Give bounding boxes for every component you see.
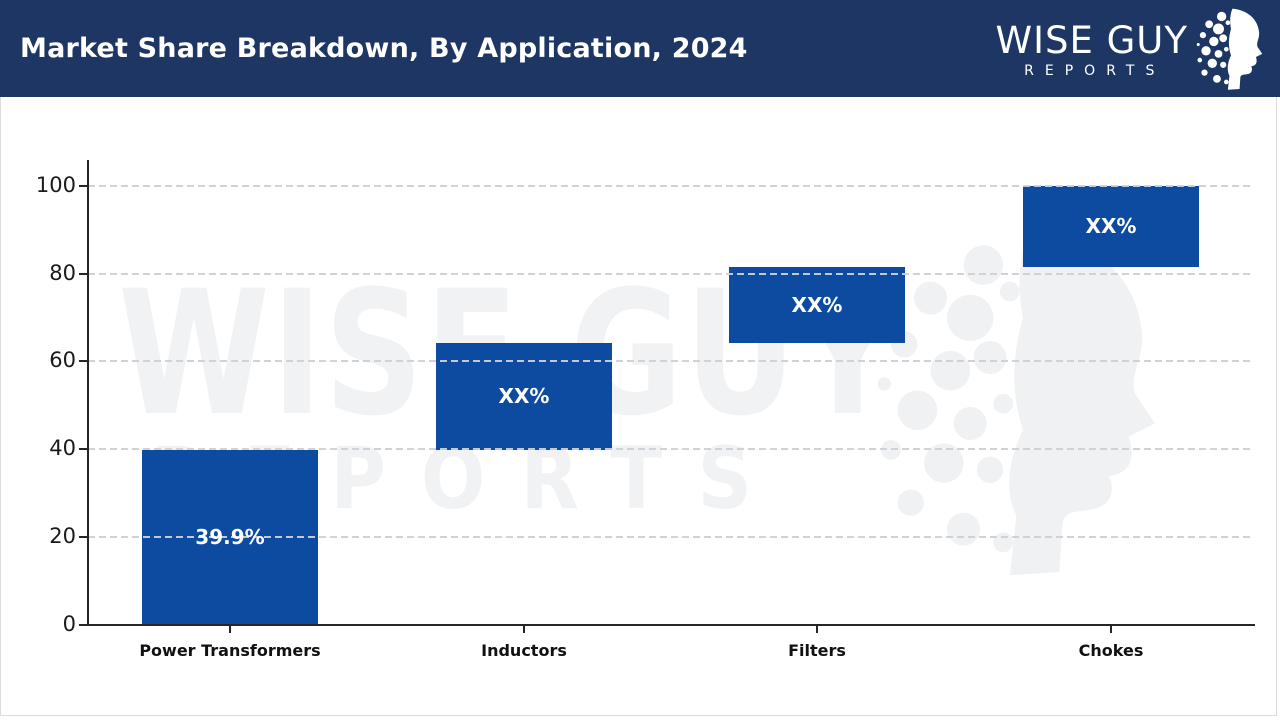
y-tick-mark <box>79 448 87 450</box>
y-tick-mark <box>79 536 87 538</box>
gridline-100 <box>88 185 1254 187</box>
y-tick-label: 0 <box>62 612 76 636</box>
y-tick-label: 40 <box>49 436 76 460</box>
brand-logo-text: WISE GUY REPORTS <box>995 19 1188 80</box>
x-tick-mark <box>1110 626 1112 633</box>
y-tick-label: 20 <box>49 524 76 548</box>
y-tick-label: 60 <box>49 348 76 372</box>
x-category-label-inductors: Inductors <box>481 641 567 660</box>
bar-chokes <box>1023 186 1199 267</box>
brand-subname: REPORTS <box>1024 63 1166 79</box>
y-tick-mark <box>79 273 87 275</box>
bar-value-label: XX% <box>498 384 550 408</box>
x-axis-line <box>87 624 1255 626</box>
gridline-40 <box>88 448 1254 450</box>
x-tick-mark <box>816 626 818 633</box>
y-tick-mark <box>79 185 87 187</box>
brand-logo: WISE GUY REPORTS <box>996 6 1270 94</box>
bar-value-label: 39.9% <box>195 525 265 549</box>
dotted-head-icon <box>1192 7 1270 93</box>
header-bar: Market Share Breakdown, By Application, … <box>0 0 1280 97</box>
bar-filters <box>729 267 905 343</box>
y-tick-label: 80 <box>49 261 76 285</box>
x-tick-mark <box>229 626 231 633</box>
y-axis-line <box>87 160 89 626</box>
x-category-label-chokes: Chokes <box>1078 641 1144 660</box>
x-category-label-filters: Filters <box>788 641 846 660</box>
y-tick-mark <box>79 624 87 626</box>
gridline-60 <box>88 360 1254 362</box>
y-tick-label: 100 <box>35 173 76 197</box>
gridline-20 <box>88 536 1254 538</box>
bar-value-label: XX% <box>791 293 843 317</box>
bar-value-label: XX% <box>1085 214 1137 238</box>
brand-name: WISE GUY <box>995 19 1188 62</box>
y-tick-mark <box>79 360 87 362</box>
x-category-label-power-transformers: Power Transformers <box>139 641 321 660</box>
x-tick-mark <box>523 626 525 633</box>
gridline-80 <box>88 273 1254 275</box>
page-title: Market Share Breakdown, By Application, … <box>20 33 748 64</box>
